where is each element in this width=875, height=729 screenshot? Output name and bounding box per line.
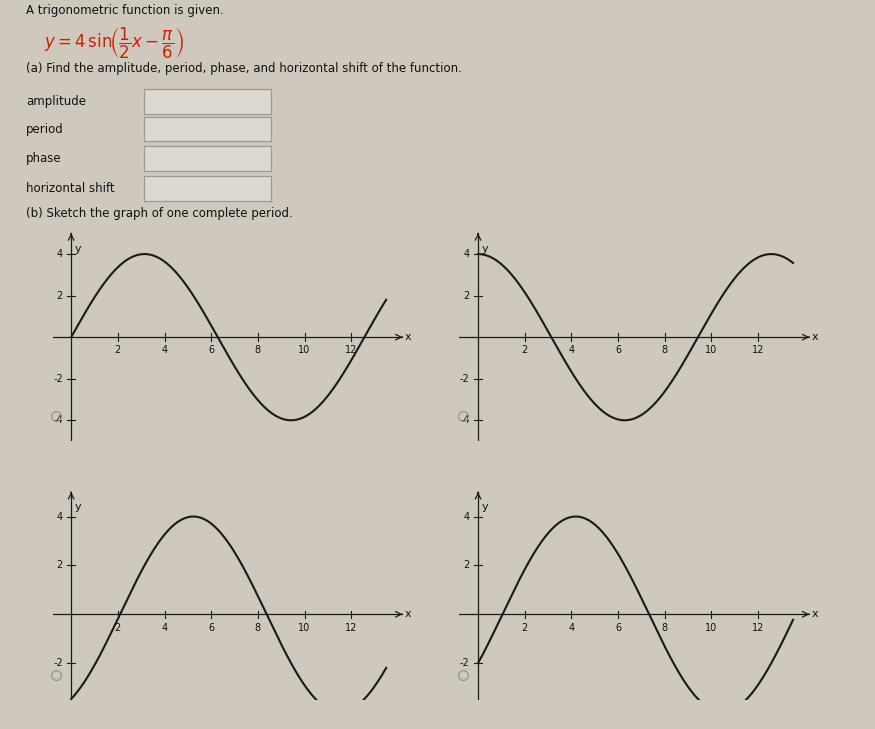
Text: 6: 6: [615, 346, 621, 356]
Text: y: y: [75, 243, 81, 254]
Text: 2: 2: [464, 561, 470, 570]
Text: 10: 10: [298, 623, 311, 633]
Text: -4: -4: [53, 416, 63, 425]
Text: 2: 2: [57, 291, 63, 300]
Text: 12: 12: [345, 346, 357, 356]
Text: 6: 6: [208, 623, 214, 633]
Text: 12: 12: [345, 623, 357, 633]
Text: -2: -2: [53, 658, 63, 668]
Text: 10: 10: [705, 346, 717, 356]
Text: 4: 4: [569, 623, 575, 633]
Text: y: y: [482, 502, 488, 512]
Text: -4: -4: [460, 416, 470, 425]
Text: x: x: [812, 332, 818, 342]
Text: 4: 4: [162, 346, 168, 356]
Text: 10: 10: [298, 346, 311, 356]
Text: 4: 4: [464, 249, 470, 259]
Text: 10: 10: [705, 623, 717, 633]
Text: -2: -2: [460, 374, 470, 383]
Text: 4: 4: [57, 512, 63, 521]
Text: (a) Find the amplitude, period, phase, and horizontal shift of the function.: (a) Find the amplitude, period, phase, a…: [26, 62, 462, 75]
Text: y: y: [75, 502, 81, 512]
Text: phase: phase: [26, 152, 62, 165]
Text: period: period: [26, 122, 64, 136]
Text: y: y: [482, 243, 488, 254]
Text: 4: 4: [162, 623, 168, 633]
Text: (b) Sketch the graph of one complete period.: (b) Sketch the graph of one complete per…: [26, 207, 293, 220]
Text: 4: 4: [569, 346, 575, 356]
Text: 8: 8: [662, 623, 668, 633]
Text: x: x: [405, 609, 411, 620]
Text: amplitude: amplitude: [26, 95, 87, 108]
Text: 2: 2: [522, 623, 528, 633]
Text: 12: 12: [752, 346, 764, 356]
Text: 2: 2: [522, 346, 528, 356]
Text: 2: 2: [464, 291, 470, 300]
Text: $y = 4\,\mathrm{sin}\!\left(\dfrac{1}{2}x - \dfrac{\pi}{6}\right)$: $y = 4\,\mathrm{sin}\!\left(\dfrac{1}{2}…: [44, 26, 184, 61]
Text: horizontal shift: horizontal shift: [26, 182, 115, 195]
Text: 6: 6: [615, 623, 621, 633]
Text: -2: -2: [460, 658, 470, 668]
Text: 4: 4: [464, 512, 470, 521]
Text: 2: 2: [115, 623, 121, 633]
Text: 8: 8: [662, 346, 668, 356]
Text: x: x: [812, 609, 818, 620]
Text: 6: 6: [208, 346, 214, 356]
Text: A trigonometric function is given.: A trigonometric function is given.: [26, 4, 224, 17]
Text: 4: 4: [57, 249, 63, 259]
Text: -2: -2: [53, 374, 63, 383]
Text: 8: 8: [255, 346, 261, 356]
Text: x: x: [405, 332, 411, 342]
Text: 8: 8: [255, 623, 261, 633]
Text: 12: 12: [752, 623, 764, 633]
Text: 2: 2: [57, 561, 63, 570]
Text: 2: 2: [115, 346, 121, 356]
